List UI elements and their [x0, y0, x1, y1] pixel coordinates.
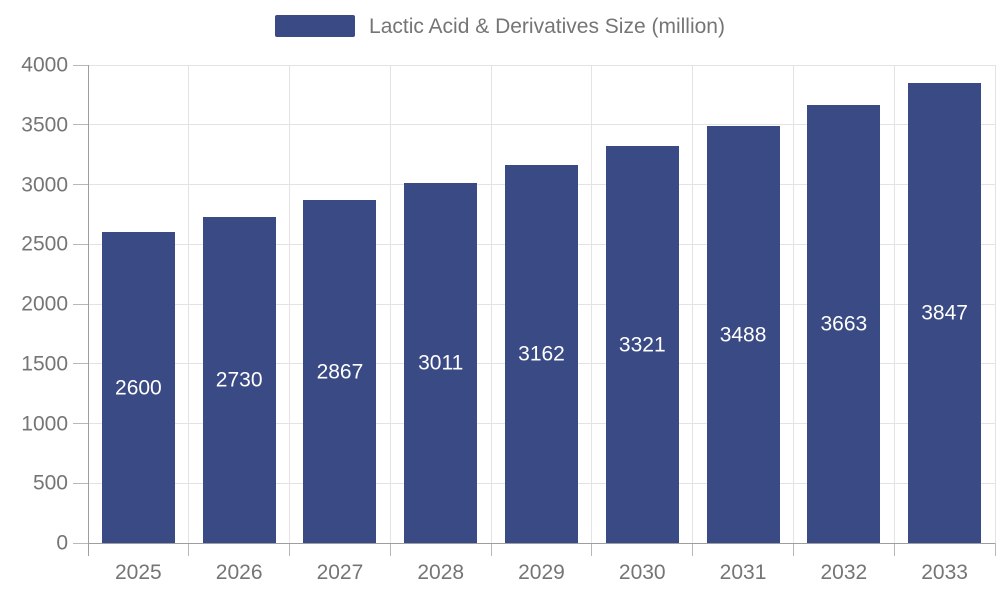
bar-value-label: 3488 [719, 323, 767, 347]
x-axis-label: 2031 [719, 561, 767, 584]
gridline-horizontal [88, 64, 995, 66]
y-axis-tick [73, 184, 88, 185]
bar-value-label: 3011 [418, 351, 464, 375]
bar-value-label: 3162 [518, 342, 565, 366]
x-axis-label: 2030 [618, 561, 666, 584]
x-axis-label: 2027 [316, 561, 364, 584]
gridline-vertical [490, 65, 492, 543]
bar-2026[interactable]: 2730 [202, 216, 276, 543]
x-axis-tick [692, 543, 694, 556]
gridline-vertical [591, 65, 593, 543]
gridline-vertical [692, 65, 694, 543]
y-axis-label: 3500 [21, 113, 68, 137]
y-axis-label: 500 [32, 471, 68, 495]
x-axis-label: 2026 [215, 561, 263, 584]
bar-2030[interactable]: 3321 [605, 146, 679, 543]
x-axis-label: 2029 [518, 561, 565, 584]
bar-2028[interactable]: 3011 [404, 183, 478, 543]
y-axis-tick [73, 243, 88, 245]
y-axis-label: 3000 [21, 173, 68, 196]
bar-value-label: 2730 [215, 368, 263, 392]
x-axis-line [88, 542, 995, 544]
bar-value-label: 3847 [921, 301, 968, 325]
legend-swatch [275, 15, 356, 37]
y-axis-label: 1000 [21, 412, 68, 435]
y-axis-tick [73, 423, 88, 424]
gridline-vertical [289, 65, 291, 543]
x-axis-tick [188, 543, 190, 556]
y-axis-tick [73, 482, 88, 484]
legend-label: Lactic Acid & Derivatives Size (million) [369, 14, 725, 38]
bar-2029[interactable]: 3162 [505, 165, 578, 543]
x-axis-tick [490, 543, 492, 556]
y-axis-label: 4000 [21, 53, 68, 77]
bar-value-label: 2600 [115, 376, 162, 400]
bar-value-label: 2867 [316, 360, 364, 384]
gridline-vertical [792, 65, 794, 543]
gridline-horizontal [88, 124, 995, 126]
bar-value-label: 3321 [618, 333, 666, 357]
y-axis-line [87, 65, 89, 556]
y-axis-tick [73, 303, 88, 305]
y-axis-label: 2000 [21, 292, 68, 316]
bar-2031[interactable]: 3488 [706, 126, 780, 543]
x-axis-label: 2025 [115, 561, 162, 584]
gridline-vertical [893, 65, 895, 543]
y-axis-tick [73, 363, 88, 365]
bar-2027[interactable]: 2867 [303, 200, 377, 543]
x-axis-tick [792, 543, 794, 556]
y-axis-tick [73, 542, 88, 544]
y-axis-tick [73, 64, 88, 66]
gridline-vertical [188, 65, 190, 543]
x-axis-tick [893, 543, 895, 556]
x-axis-tick [994, 543, 996, 556]
x-axis-tick [591, 543, 593, 556]
bar-value-label: 3663 [820, 312, 868, 336]
y-axis-label: 1500 [21, 352, 68, 376]
gridline-vertical [994, 65, 996, 543]
y-axis-label: 0 [56, 531, 68, 555]
bar-2032[interactable]: 3663 [807, 105, 881, 543]
x-axis-tick [289, 543, 291, 556]
y-axis-label: 2500 [21, 232, 68, 256]
gridline-vertical [389, 65, 391, 543]
bar-2025[interactable]: 2600 [101, 232, 175, 543]
chart-legend[interactable]: Lactic Acid & Derivatives Size (million) [0, 15, 1000, 37]
x-axis-label: 2032 [820, 561, 868, 584]
y-axis-tick [73, 124, 88, 126]
x-axis-label: 2033 [921, 561, 968, 584]
bar-2033[interactable]: 3847 [908, 83, 982, 543]
x-axis-tick [389, 543, 391, 556]
x-axis-label: 2028 [417, 561, 465, 584]
